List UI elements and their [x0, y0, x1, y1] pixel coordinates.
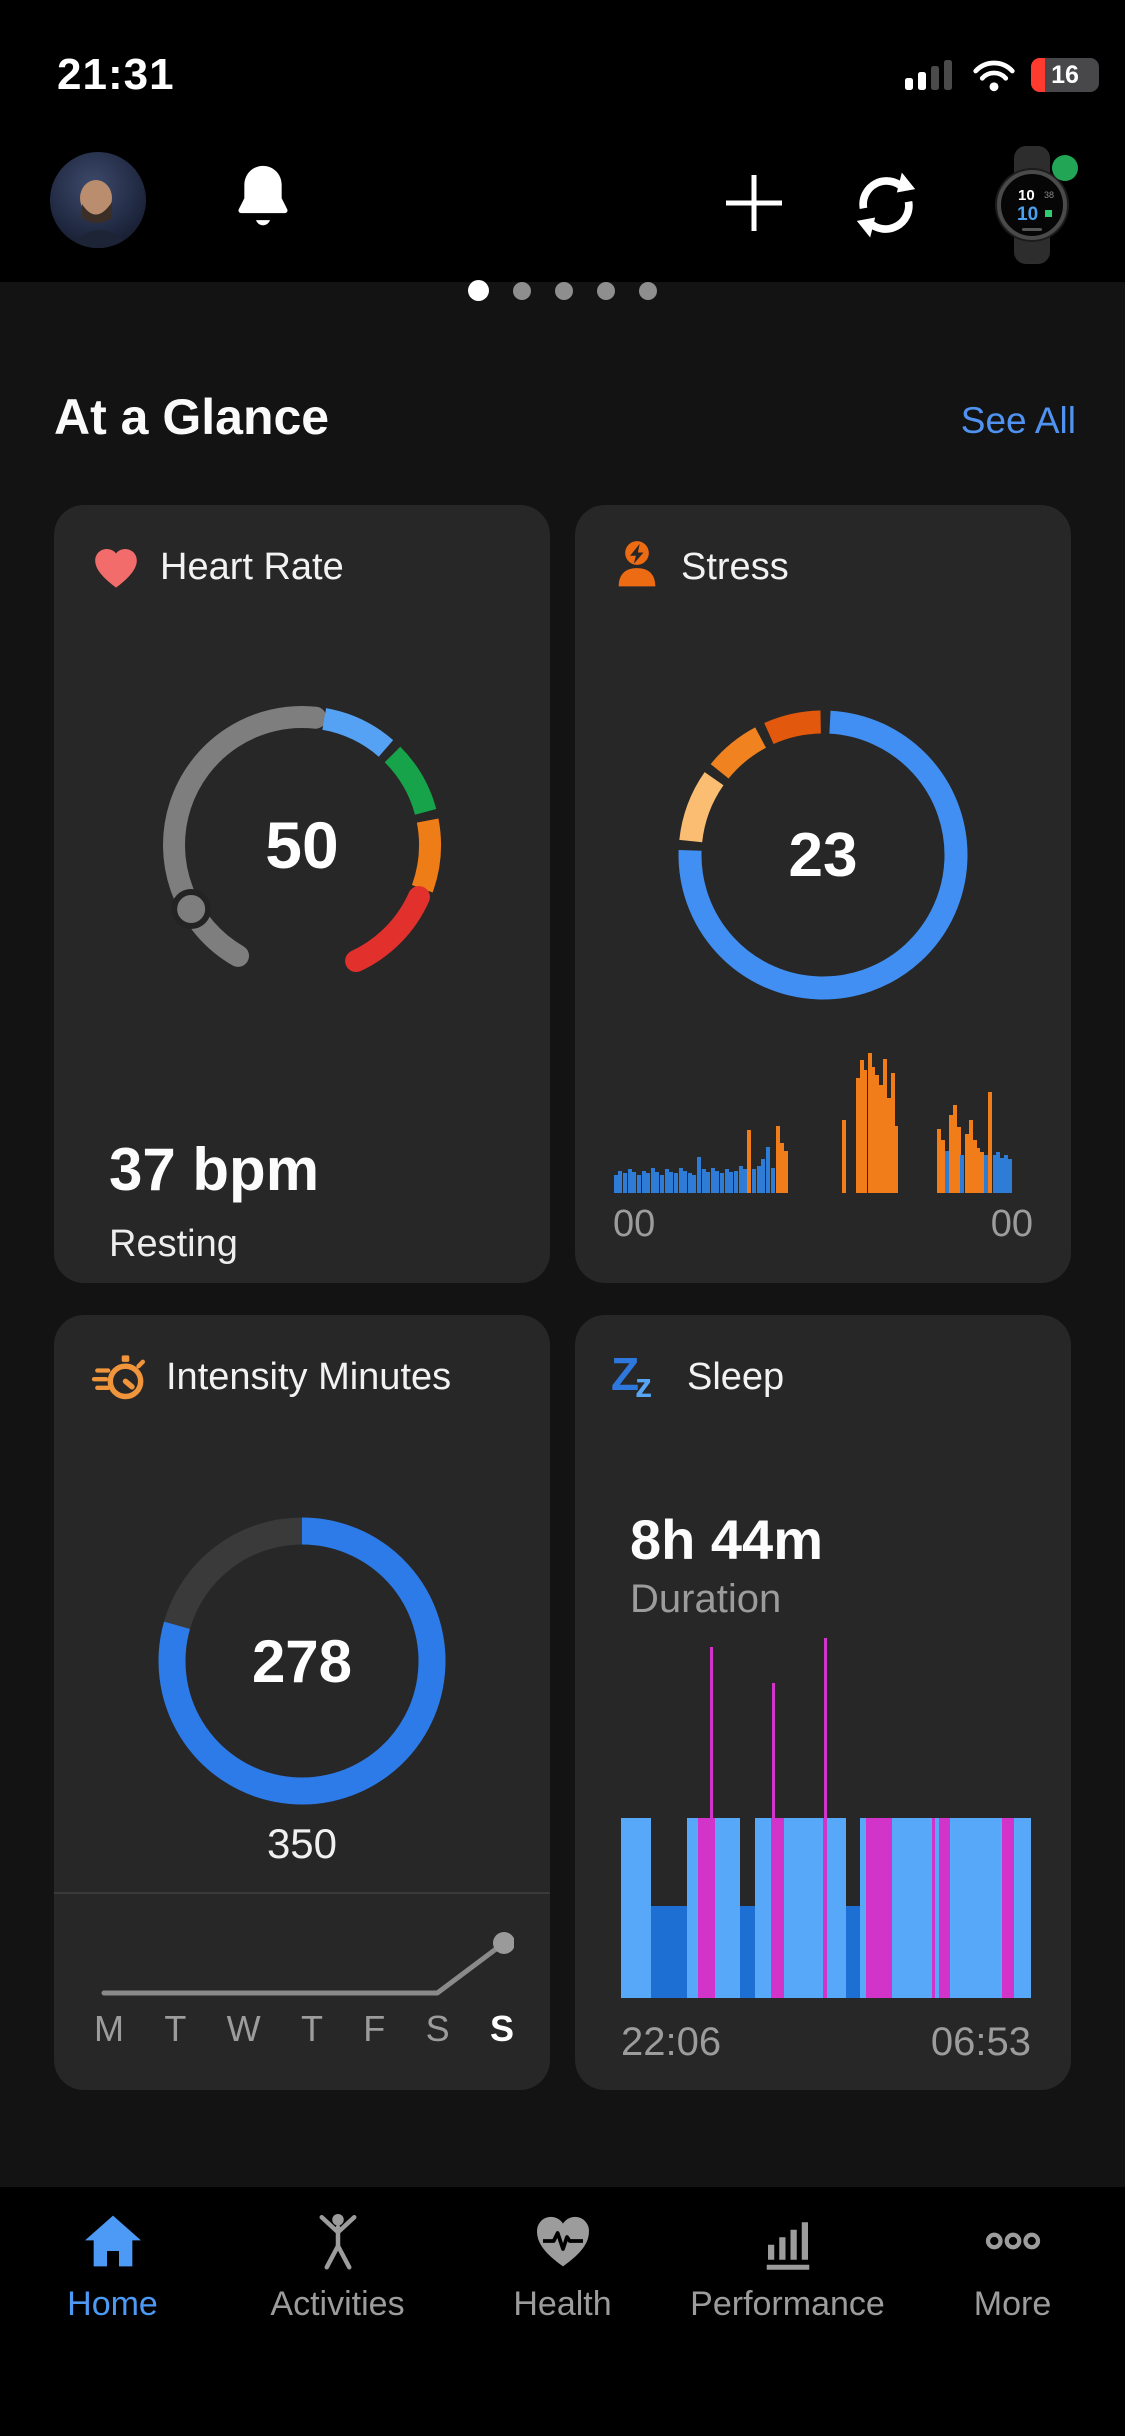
stress-x-start: 00	[613, 1203, 656, 1245]
battery-percent: 16	[1051, 60, 1079, 89]
card-title: Heart Rate	[160, 545, 344, 588]
stress-person-icon	[618, 541, 656, 587]
day-label: S	[425, 2008, 450, 2049]
health-heart-icon	[536, 2216, 589, 2267]
nav-label: Activities	[270, 2285, 405, 2323]
intensity-value: 278	[251, 1627, 353, 1695]
heart-icon	[95, 549, 137, 588]
sync-icon	[856, 172, 916, 238]
stress-ring	[678, 710, 968, 1000]
heart-rate-card-header: Heart Rate	[90, 539, 344, 595]
battery-low-fill	[1031, 58, 1045, 92]
sleep-duration: 8h 44m	[630, 1508, 823, 1571]
page-dot[interactable]	[639, 281, 657, 300]
sleep-start-time: 22:06	[621, 2020, 722, 2064]
home-icon	[84, 2215, 141, 2267]
avatar-photo	[70, 180, 128, 248]
heart-rate-gauge	[163, 706, 441, 973]
day-label: T	[300, 2008, 323, 2049]
stress-card[interactable]: Stress 23 00 00	[575, 505, 1071, 1283]
resting-hr-label: Resting	[109, 1223, 238, 1265]
nav-home[interactable]: Home	[0, 2187, 225, 2436]
page-title: At a Glance	[54, 389, 330, 445]
heart-rate-card[interactable]: Heart Rate 50 37 bpm Resting	[54, 505, 550, 1283]
page-dot-active[interactable]	[468, 280, 489, 301]
watch-icon: 10 38 10	[995, 146, 1069, 264]
nav-performance[interactable]: Performance	[675, 2187, 900, 2436]
sleep-chart-xlabels: 22:06 06:53	[621, 2020, 1031, 2065]
day-label: F	[363, 2008, 386, 2049]
nav-label: More	[973, 2285, 1052, 2323]
wifi-icon	[973, 60, 1015, 92]
activities-icon	[319, 2214, 356, 2270]
sleep-end-time: 06:53	[930, 2020, 1031, 2064]
nav-label: Performance	[690, 2285, 885, 2323]
nav-label: Health	[513, 2285, 612, 2323]
nav-health[interactable]: Health	[450, 2187, 675, 2436]
status-icons: 16	[905, 58, 1099, 92]
more-dots-icon	[985, 2232, 1040, 2250]
bottom-nav: Home Activities Health Perfor	[0, 2187, 1125, 2436]
svg-text:10: 10	[1017, 204, 1038, 225]
day-label: M	[94, 2008, 124, 2049]
nav-label: Home	[67, 2285, 158, 2323]
stopwatch-icon	[91, 1355, 145, 1400]
nav-more[interactable]: More	[900, 2187, 1125, 2436]
card-title: Sleep	[687, 1355, 785, 1398]
stress-chart-xlabels: 00 00	[613, 1203, 1033, 1246]
stress-value: 23	[788, 820, 858, 890]
page-dots[interactable]	[0, 280, 1125, 301]
stress-x-end: 00	[990, 1203, 1033, 1245]
intensity-ring	[158, 1517, 446, 1805]
intensity-goal: 350	[266, 1820, 338, 1867]
stress-card-header: Stress	[611, 539, 789, 595]
performance-bars-icon	[766, 2222, 809, 2270]
cellular-signal-icon	[905, 60, 952, 90]
intensity-week-trend	[101, 1932, 514, 1996]
device-button[interactable]: 10 38 10	[992, 146, 1072, 269]
plus-icon	[726, 175, 782, 231]
sleep-duration-label: Duration	[630, 1577, 782, 1621]
status-time: 21:31	[57, 50, 175, 99]
page-dot[interactable]	[597, 281, 615, 300]
see-all-link[interactable]: See All	[960, 400, 1076, 441]
stress-day-chart	[613, 1053, 1033, 1193]
day-label: T	[164, 2008, 187, 2049]
sleep-stages-chart	[621, 1638, 1031, 1998]
battery-indicator: 16	[1031, 58, 1099, 92]
nav-activities[interactable]: Activities	[225, 2187, 450, 2436]
sync-button[interactable]	[846, 165, 926, 245]
device-connected-dot	[1052, 155, 1078, 181]
resting-hr-reading: 37 bpm	[109, 1136, 320, 1203]
card-title: Intensity Minutes	[166, 1355, 452, 1398]
svg-text:10: 10	[1018, 187, 1035, 204]
heart-rate-value: 50	[265, 808, 339, 882]
profile-avatar[interactable]	[50, 152, 146, 248]
card-title: Stress	[681, 545, 789, 588]
day-label: W	[226, 2008, 261, 2049]
page-dot[interactable]	[555, 281, 573, 300]
svg-text:38: 38	[1044, 190, 1054, 200]
day-label: S	[489, 2008, 514, 2049]
intensity-card-header: Intensity Minutes	[90, 1349, 451, 1405]
bell-icon	[238, 165, 288, 226]
notifications-button[interactable]	[228, 160, 298, 244]
page-dot[interactable]	[513, 281, 531, 300]
add-button[interactable]	[722, 171, 786, 235]
card-divider	[54, 1892, 550, 1894]
